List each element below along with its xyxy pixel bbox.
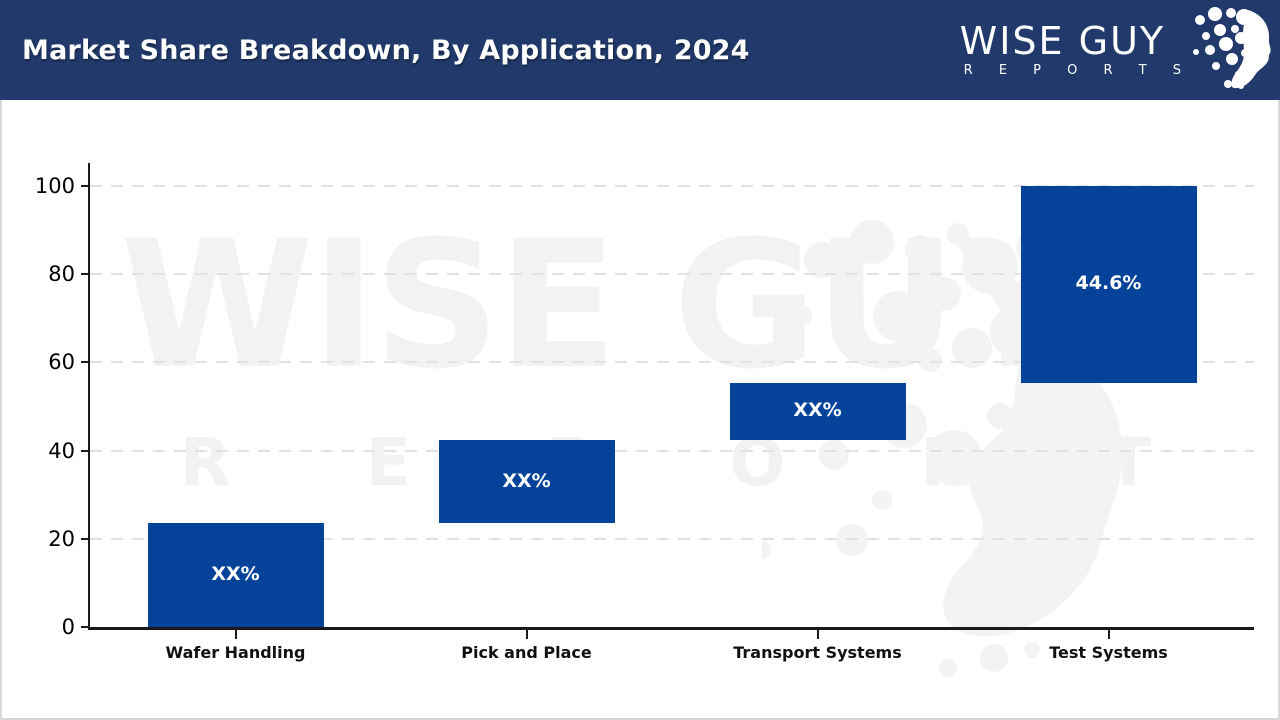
y-tick-40	[81, 449, 90, 452]
y-tick-label-100: 100	[34, 174, 75, 198]
dotted-head-icon	[1193, 7, 1271, 89]
y-tick-60	[81, 361, 90, 364]
x-tick-0	[234, 630, 237, 639]
category-label-0: Wafer Handling	[165, 643, 306, 662]
x-tick-2	[816, 630, 819, 639]
gridline-80	[90, 273, 1254, 276]
x-tick-3	[1107, 630, 1110, 639]
bar-wafer-handling	[147, 523, 324, 627]
x-axis-line	[88, 627, 1254, 630]
y-tick-label-20: 20	[48, 526, 75, 551]
y-tick-label-60: 60	[48, 350, 75, 375]
y-tick-80	[81, 273, 90, 276]
brand-name: WISE GUY	[959, 19, 1166, 63]
bar-pick-and-place	[438, 440, 615, 524]
header-bar: Market Share Breakdown, By Application, …	[0, 0, 1280, 100]
chart-canvas: WISE GUY R E P O R T S 0 20 40 60 80 100 XX% Wa…	[0, 100, 1280, 720]
bar-value-label: XX%	[502, 469, 551, 492]
brand-logo-text: WISE GUY R E P O R T S	[960, 22, 1192, 78]
bar-value-label: 44.6%	[1075, 272, 1142, 295]
gridline-40	[90, 449, 1254, 452]
gridline-60	[90, 361, 1254, 364]
y-axis-line	[88, 163, 90, 630]
category-label-3: Test Systems	[1049, 643, 1168, 662]
page-title: Market Share Breakdown, By Application, …	[22, 34, 750, 66]
y-tick-label-80: 80	[48, 262, 75, 287]
bar-value-label: XX%	[793, 399, 842, 422]
x-tick-1	[525, 630, 528, 639]
y-tick-0	[81, 626, 90, 628]
plot-region: 0 20 40 60 80 100 XX% Wafer Handling XX% Pick and…	[2, 100, 1278, 718]
category-label-1: Pick and Place	[461, 643, 592, 662]
brand-subtitle: R E P O R T S	[963, 63, 1192, 78]
gridline-20	[90, 537, 1254, 540]
y-tick-100	[81, 185, 90, 187]
brand-logo: WISE GUY R E P O R T S	[960, 6, 1280, 94]
bar-test-systems	[1020, 186, 1197, 383]
y-tick-20	[81, 537, 90, 540]
bar-value-label: XX%	[211, 563, 260, 586]
y-tick-label-40: 40	[48, 438, 75, 463]
watermark-dotted-head-icon	[762, 220, 1123, 677]
category-label-2: Transport Systems	[733, 643, 902, 662]
y-tick-label-0: 0	[61, 615, 75, 639]
bar-transport-systems	[729, 382, 906, 440]
gridline-100	[90, 185, 1254, 187]
